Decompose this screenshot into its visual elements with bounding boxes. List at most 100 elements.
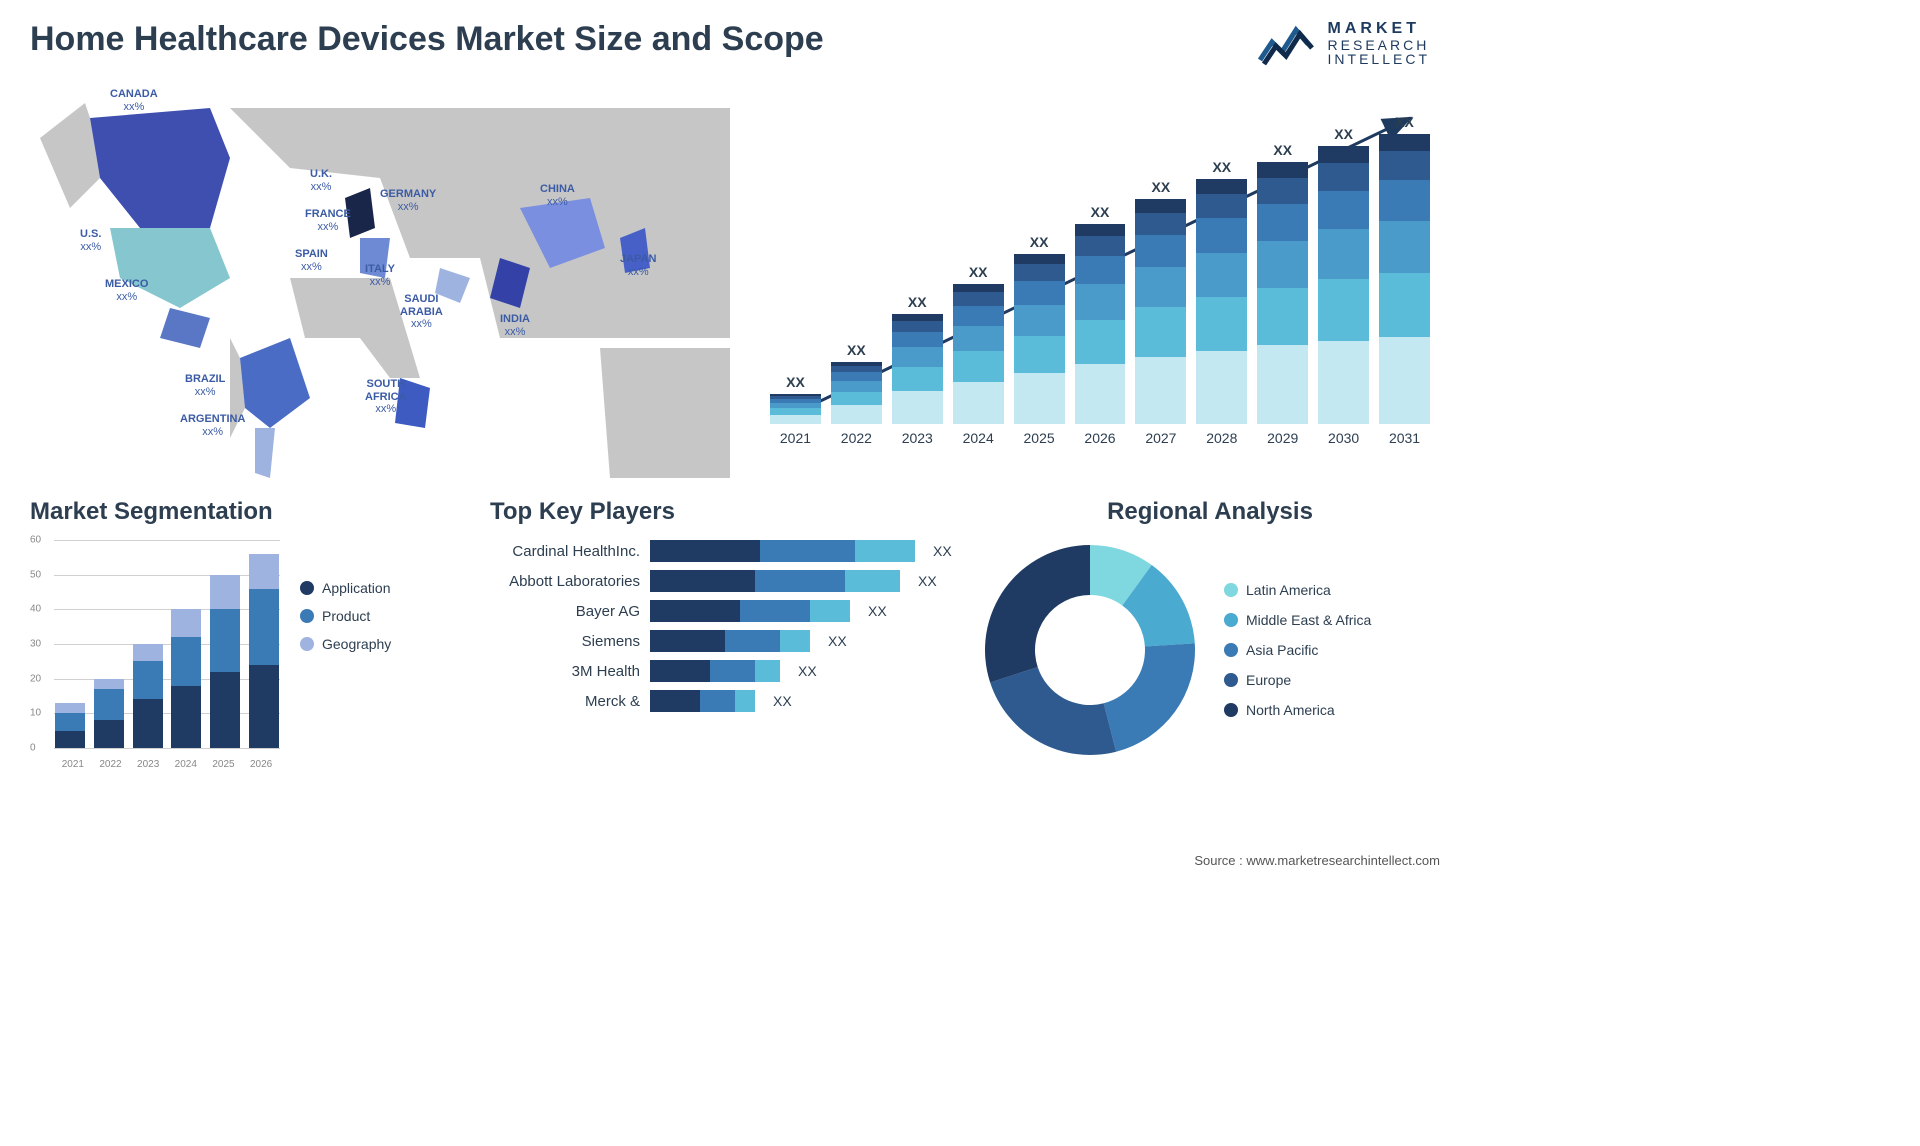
key-player-row: SiemensXX xyxy=(490,630,960,652)
legend-item: Geography xyxy=(300,636,391,652)
map-label: U.K.xx% xyxy=(310,168,332,193)
growth-bar-year: 2029 xyxy=(1267,430,1298,446)
key-players-panel: Top Key Players Cardinal HealthInc.XXAbb… xyxy=(490,498,960,770)
seg-bar xyxy=(94,679,124,748)
seg-y-tick: 10 xyxy=(30,708,41,719)
growth-bar: XX 2023 xyxy=(892,294,943,446)
map-label: BRAZILxx% xyxy=(185,373,225,398)
growth-bar: XX 2025 xyxy=(1014,234,1065,446)
legend-item: Product xyxy=(300,608,391,624)
regional-title: Regional Analysis xyxy=(980,498,1440,526)
seg-x-tick: 2021 xyxy=(62,759,84,770)
growth-bar-value: XX xyxy=(786,374,805,390)
growth-bar: XX 2029 xyxy=(1257,142,1308,446)
growth-bar-value: XX xyxy=(1395,114,1414,130)
legend-label: Geography xyxy=(322,636,391,652)
segmentation-panel: Market Segmentation 01020304050602021202… xyxy=(30,498,470,770)
growth-bar-year: 2025 xyxy=(1024,430,1055,446)
growth-bar: XX2031 xyxy=(1379,114,1430,446)
key-player-bar xyxy=(650,600,850,622)
segmentation-legend: Application Product Geography xyxy=(300,540,391,652)
growth-bar: XX 2021 xyxy=(770,374,821,446)
map-label: SPAINxx% xyxy=(295,248,328,273)
legend-label: Product xyxy=(322,608,370,624)
key-player-value: XX xyxy=(773,693,792,709)
map-label: ARGENTINAxx% xyxy=(180,413,245,438)
growth-chart: XX2021XX2022XX2023XX2024XX2025XX2026XX20… xyxy=(770,98,1430,468)
donut-slice xyxy=(1104,643,1195,751)
key-players-title: Top Key Players xyxy=(490,498,960,526)
seg-x-tick: 2026 xyxy=(250,759,272,770)
key-player-bar xyxy=(650,540,915,562)
growth-bar-value: XX xyxy=(1030,234,1049,250)
key-player-name: Siemens xyxy=(490,633,640,650)
legend-item: North America xyxy=(1224,702,1371,718)
seg-bar xyxy=(210,575,240,748)
key-player-row: Cardinal HealthInc.XX xyxy=(490,540,960,562)
growth-bar-year: 2021 xyxy=(780,430,811,446)
seg-bar xyxy=(171,609,201,748)
growth-bar-value: XX xyxy=(908,294,927,310)
growth-bar-year: 2028 xyxy=(1206,430,1237,446)
legend-label: Middle East & Africa xyxy=(1246,612,1371,628)
seg-y-tick: 30 xyxy=(30,639,41,650)
seg-bar xyxy=(55,703,85,748)
donut-slice xyxy=(985,545,1090,682)
key-players-body: Cardinal HealthInc.XXAbbott Laboratories… xyxy=(490,540,960,712)
map-label: MEXICOxx% xyxy=(105,278,148,303)
growth-bar-value: XX xyxy=(1091,204,1110,220)
key-player-name: 3M Health xyxy=(490,663,640,680)
row-1: CANADAxx%U.S.xx%MEXICOxx%BRAZILxx%ARGENT… xyxy=(0,78,1470,488)
growth-bar-year: 2027 xyxy=(1145,430,1176,446)
growth-bar-year: 2023 xyxy=(902,430,933,446)
key-player-row: Abbott LaboratoriesXX xyxy=(490,570,960,592)
regional-body: Latin AmericaMiddle East & AfricaAsia Pa… xyxy=(980,540,1440,760)
seg-x-tick: 2023 xyxy=(137,759,159,770)
growth-bar: XX 2028 xyxy=(1196,159,1247,446)
header: Home Healthcare Devices Market Size and … xyxy=(0,0,1470,78)
key-player-bar xyxy=(650,630,810,652)
key-player-value: XX xyxy=(798,663,817,679)
growth-bar-value: XX xyxy=(1334,126,1353,142)
key-player-row: 3M Health XX xyxy=(490,660,960,682)
seg-bar xyxy=(133,644,163,748)
legend-item: Middle East & Africa xyxy=(1224,612,1371,628)
legend-label: Latin America xyxy=(1246,582,1331,598)
growth-bar: XX2022 xyxy=(831,342,882,446)
growth-bar: XX 2030 xyxy=(1318,126,1369,446)
key-player-bar xyxy=(650,690,755,712)
legend-label: Europe xyxy=(1246,672,1291,688)
map-label: GERMANYxx% xyxy=(380,188,436,213)
legend-label: North America xyxy=(1246,702,1335,718)
growth-bar-value: XX xyxy=(847,342,866,358)
key-player-name: Cardinal HealthInc. xyxy=(490,543,640,560)
seg-y-tick: 40 xyxy=(30,604,41,615)
regional-legend: Latin AmericaMiddle East & AfricaAsia Pa… xyxy=(1224,582,1371,718)
legend-item: Europe xyxy=(1224,672,1371,688)
regional-panel: Regional Analysis Latin America Middle Ea… xyxy=(980,498,1440,770)
map-label: ITALYxx% xyxy=(365,263,395,288)
row-2: Market Segmentation 01020304050602021202… xyxy=(0,488,1470,770)
logo-icon xyxy=(1258,20,1318,68)
key-player-row: Bayer AGXX xyxy=(490,600,960,622)
world-map-panel: CANADAxx%U.S.xx%MEXICOxx%BRAZILxx%ARGENT… xyxy=(30,78,730,488)
logo-text: MARKET RESEARCH INTELLECT xyxy=(1328,21,1430,67)
seg-y-tick: 50 xyxy=(30,569,41,580)
growth-bar-year: 2030 xyxy=(1328,430,1359,446)
growth-bar-year: 2024 xyxy=(963,430,994,446)
seg-bar xyxy=(249,554,279,748)
key-player-row: Merck &XX xyxy=(490,690,960,712)
growth-bar-value: XX xyxy=(1212,159,1231,175)
growth-bar-value: XX xyxy=(969,264,988,280)
key-player-value: XX xyxy=(868,603,887,619)
growth-bar-value: XX xyxy=(1273,142,1292,158)
regional-donut xyxy=(980,540,1200,760)
key-player-bar xyxy=(650,570,900,592)
map-label: CANADAxx% xyxy=(110,88,158,113)
legend-item: Application xyxy=(300,580,391,596)
segmentation-chart: 0102030405060202120222023202420252026 xyxy=(30,540,280,770)
growth-bar: XX2026 xyxy=(1075,204,1126,446)
seg-y-tick: 60 xyxy=(30,535,41,546)
page-title: Home Healthcare Devices Market Size and … xyxy=(30,20,824,59)
growth-chart-panel: XX2021XX2022XX2023XX2024XX2025XX2026XX20… xyxy=(750,78,1440,488)
